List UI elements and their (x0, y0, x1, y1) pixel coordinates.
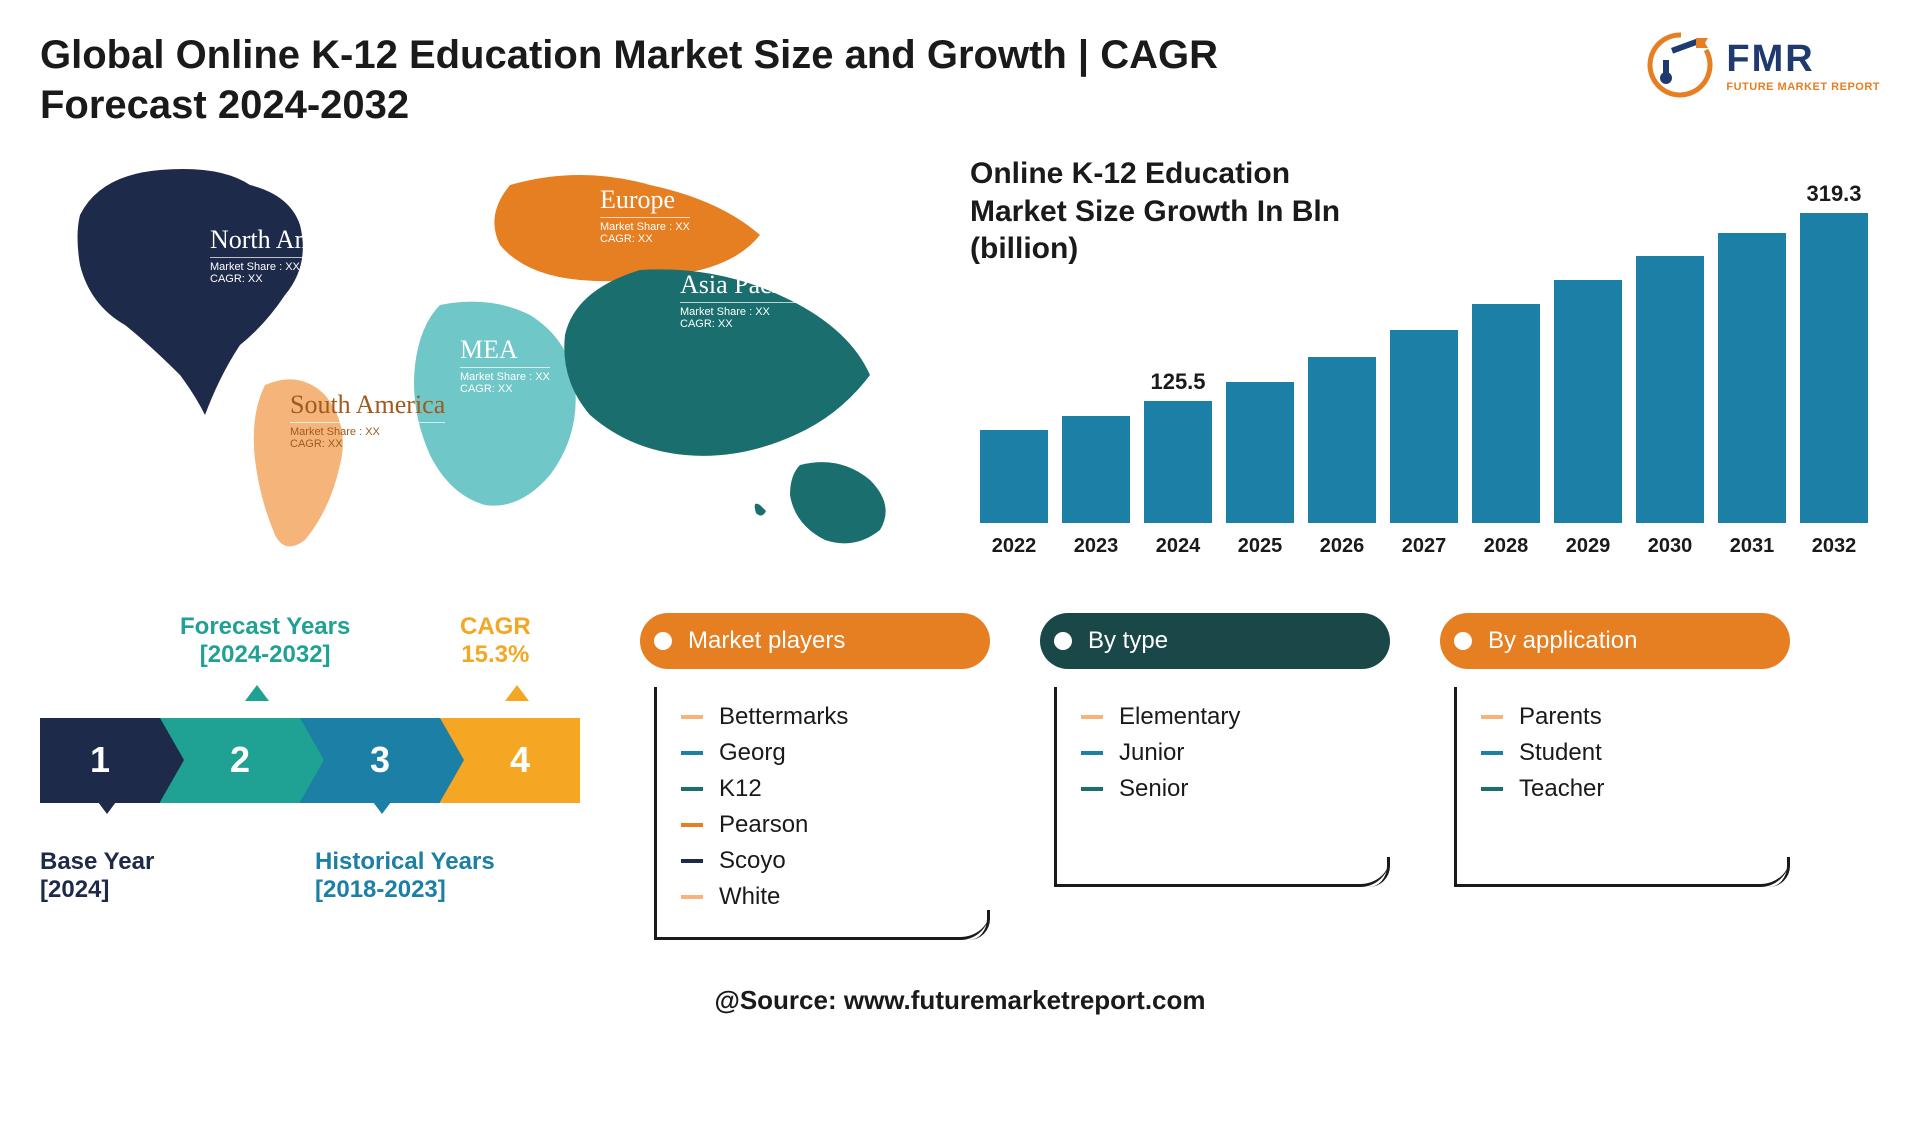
world-map: North AmericaMarket Share : XXCAGR: XX So… (40, 155, 940, 555)
bar-year: 2032 (1812, 535, 1857, 558)
bar-2030: 2030 (1636, 256, 1704, 558)
dot-icon (1454, 632, 1472, 650)
category-pill: Market players (640, 613, 990, 669)
page-title: Global Online K-12 Education Market Size… (40, 30, 1240, 130)
category-item: Georg (681, 739, 980, 767)
category-pill: By application (1440, 613, 1790, 669)
bar-year: 2025 (1238, 535, 1283, 558)
category-item: Pearson (681, 811, 980, 839)
bar-2028: 2028 (1472, 304, 1540, 557)
historical-label: Historical Years [2018-2023] (315, 848, 495, 904)
tick-icon (681, 787, 703, 791)
bar-year: 2031 (1730, 535, 1775, 558)
fmr-logo-icon (1646, 30, 1716, 100)
category-item: Elementary (1081, 703, 1380, 731)
category-pill: By type (1040, 613, 1390, 669)
category-item: White (681, 883, 980, 911)
bar-year: 2029 (1566, 535, 1611, 558)
logo-subtext: FUTURE MARKET REPORT (1726, 81, 1880, 93)
bar-year: 2022 (992, 535, 1037, 558)
category-item: Student (1481, 739, 1780, 767)
bar-2027: 2027 (1390, 330, 1458, 557)
bar-2032: 319.3 2032 (1800, 181, 1868, 558)
dot-icon (1054, 632, 1072, 650)
tick-icon (1081, 751, 1103, 755)
bar-year: 2027 (1402, 535, 1447, 558)
category-by-application: By application Parents Student Teacher (1440, 613, 1790, 940)
tick-icon (681, 859, 703, 863)
region-ap: Asia PacificMarket Share : XXCAGR: XX (680, 270, 806, 330)
arrow-up-icon (505, 685, 529, 701)
timeline: Forecast Years [2024-2032] CAGR 15.3% 12… (40, 613, 600, 803)
tick-icon (681, 715, 703, 719)
source-label: @Source: www.futuremarketreport.com (40, 985, 1880, 1016)
bar-year: 2024 (1156, 535, 1201, 558)
bar-year: 2030 (1648, 535, 1693, 558)
logo-text: FMR (1726, 38, 1880, 81)
tick-icon (1481, 715, 1503, 719)
tick-icon (1081, 787, 1103, 791)
bar-2031: 2031 (1718, 233, 1786, 557)
category-by-type: By type Elementary Junior Senior (1040, 613, 1390, 940)
tick-icon (681, 823, 703, 827)
logo: FMR FUTURE MARKET REPORT (1646, 30, 1880, 100)
category-item: K12 (681, 775, 980, 803)
bar-year: 2023 (1074, 535, 1119, 558)
region-mea: MEAMarket Share : XXCAGR: XX (460, 335, 550, 395)
category-item: Scoyo (681, 847, 980, 875)
category-item: Junior (1081, 739, 1380, 767)
dot-icon (654, 632, 672, 650)
timeline-segment-1: 1 (40, 718, 160, 803)
tick-icon (681, 895, 703, 899)
region-sa: South AmericaMarket Share : XXCAGR: XX (290, 390, 445, 450)
category-market-players: Market players Bettermarks Georg K12 Pearson… (640, 613, 990, 940)
arrow-down-icon (95, 798, 119, 814)
bar-2025: 2025 (1226, 382, 1294, 558)
category-item: Parents (1481, 703, 1780, 731)
region-eu: EuropeMarket Share : XXCAGR: XX (600, 185, 690, 245)
bar-value: 125.5 (1150, 369, 1205, 395)
tick-icon (681, 751, 703, 755)
category-item: Senior (1081, 775, 1380, 803)
forecast-label: Forecast Years [2024-2032] (180, 613, 350, 669)
base-year-label: Base Year [2024] (40, 848, 154, 904)
arrow-down-icon (370, 798, 394, 814)
bar-value: 319.3 (1806, 181, 1861, 207)
bar-2029: 2029 (1554, 280, 1622, 558)
bar-2024: 125.5 2024 (1144, 369, 1212, 558)
bar-2023: 2023 (1062, 416, 1130, 558)
arrow-up-icon (245, 685, 269, 701)
tick-icon (1481, 751, 1503, 755)
bar-2022: 2022 (980, 430, 1048, 557)
bar-chart: Online K-12 Education Market Size Growth… (970, 155, 1880, 558)
cagr-label: CAGR 15.3% (460, 613, 531, 669)
tick-icon (1081, 715, 1103, 719)
tick-icon (1481, 787, 1503, 791)
region-na: North AmericaMarket Share : XXCAGR: XX (210, 225, 365, 285)
category-item: Teacher (1481, 775, 1780, 803)
category-item: Bettermarks (681, 703, 980, 731)
bar-year: 2028 (1484, 535, 1529, 558)
bar-2026: 2026 (1308, 357, 1376, 557)
bar-year: 2026 (1320, 535, 1365, 558)
